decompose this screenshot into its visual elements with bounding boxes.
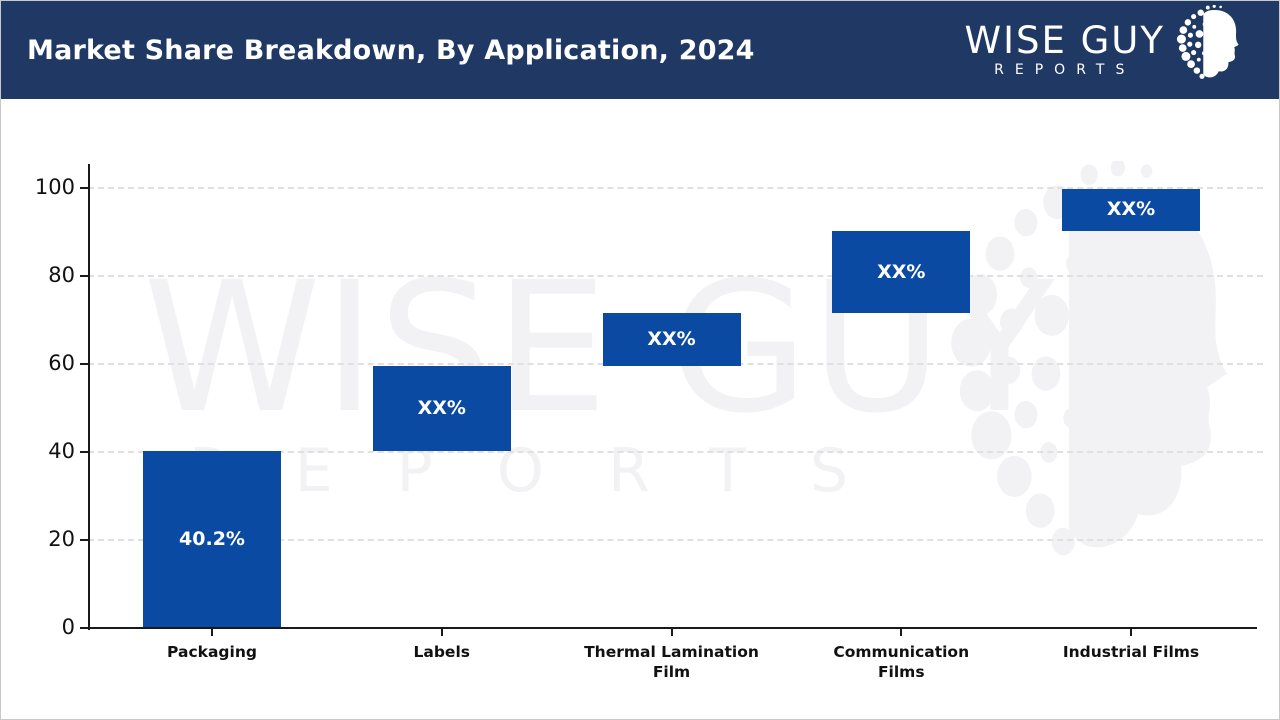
gridline-40 — [88, 451, 1263, 453]
y-tick-label-20: 20 — [48, 527, 75, 551]
brand-logo-line1: WISE GUY — [964, 19, 1165, 62]
x-tick-packaging — [211, 629, 213, 636]
y-tick-40 — [80, 451, 88, 453]
bar-value-label: XX% — [877, 260, 926, 283]
y-tick-label-40: 40 — [48, 439, 75, 463]
bar-industrial-films — [1062, 189, 1200, 231]
y-tick-60 — [80, 363, 88, 365]
y-tick-label-100: 100 — [34, 175, 75, 199]
x-category-label-thermal-lamination-film: Thermal Lamination Film — [584, 643, 759, 681]
watermark-head-icon — [951, 161, 1228, 556]
y-tick-label-80: 80 — [48, 263, 75, 287]
watermark-text-reports: REPORTS — [189, 436, 913, 506]
y-tick-label-0: 0 — [61, 615, 75, 639]
x-axis — [88, 627, 1257, 629]
gridline-100 — [88, 187, 1263, 189]
x-category-label-communication-films: Communication Films — [833, 643, 970, 681]
x-tick-labels — [440, 629, 443, 636]
brand-logo-text: WISE GUY REPORTS — [964, 19, 1165, 79]
brand-logo-line2: REPORTS — [994, 62, 1136, 78]
gridline-80 — [88, 275, 1263, 277]
bar-value-label: XX% — [417, 397, 466, 420]
x-tick-thermal-lamination-film — [670, 629, 673, 636]
y-tick-label-60: 60 — [48, 351, 75, 375]
x-tick-communication-films — [900, 629, 903, 636]
brand-head-icon — [1176, 5, 1239, 79]
brand-logo: WISE GUY REPORTS — [965, 5, 1253, 95]
bar-value-label: 40.2% — [179, 528, 245, 551]
bar-labels — [372, 366, 511, 452]
x-category-label-industrial-films: Industrial Films — [1062, 643, 1200, 661]
bar-thermal-lamination-film — [602, 313, 741, 367]
y-tick-100 — [80, 187, 88, 189]
x-category-label-packaging: Packaging — [167, 643, 257, 661]
y-tick-0 — [80, 627, 88, 629]
page-title: Market Share Breakdown, By Application, … — [27, 34, 755, 66]
x-category-label-labels: Labels — [413, 643, 470, 661]
bar-packaging — [143, 451, 281, 628]
gridline-20 — [88, 539, 1263, 541]
header-bar: Market Share Breakdown, By Application, … — [1, 1, 1279, 99]
y-tick-80 — [80, 275, 88, 277]
y-tick-20 — [80, 539, 88, 541]
bar-communication-films — [832, 230, 971, 314]
y-axis — [88, 164, 90, 630]
bar-value-label: XX% — [647, 328, 696, 351]
x-tick-industrial-films — [1130, 629, 1132, 636]
bar-value-label: XX% — [1106, 198, 1156, 221]
